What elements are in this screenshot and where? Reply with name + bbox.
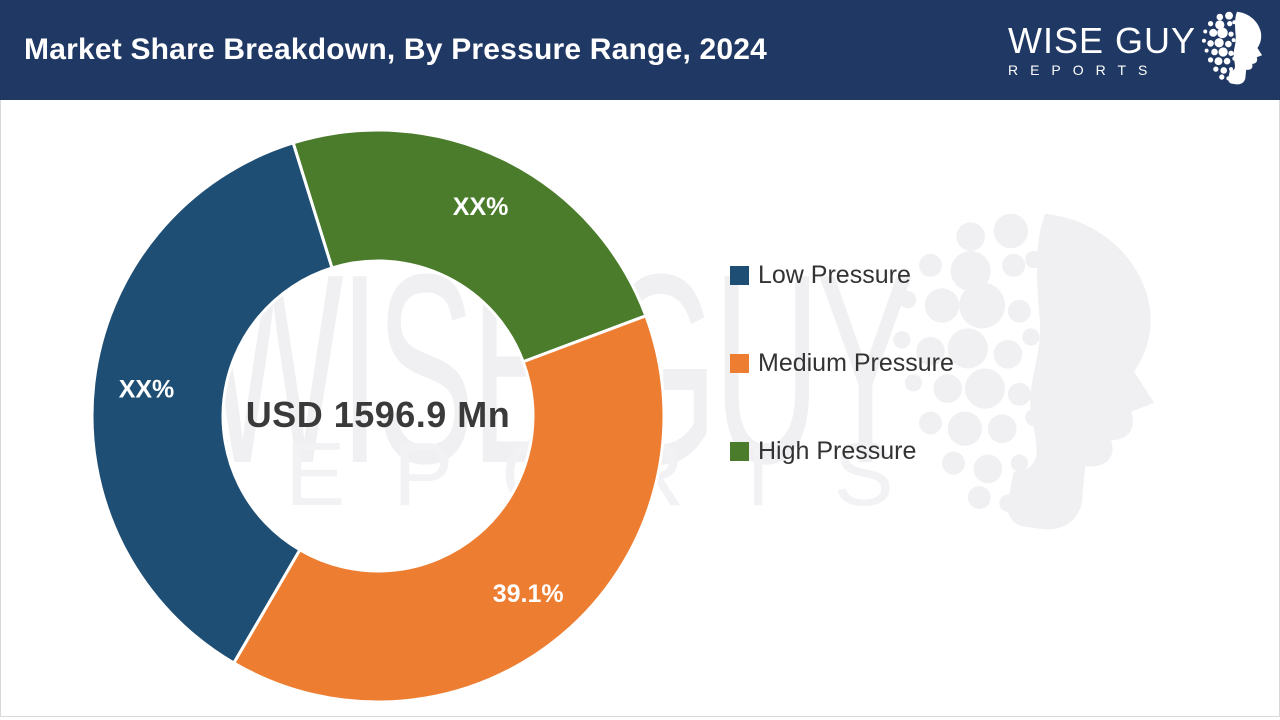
legend-marker-medium-pressure — [730, 353, 749, 373]
legend-label: High Pressure — [758, 436, 917, 465]
legend-marker-low-pressure — [730, 265, 749, 285]
legend-label: Medium Pressure — [758, 348, 954, 377]
legend: Low Pressure Medium Pressure High Pressu… — [730, 255, 954, 471]
pie-slice-high-pressure — [291, 128, 648, 364]
slice-label-low-pressure: XX% — [119, 376, 175, 404]
pie-slice-medium-pressure — [232, 314, 666, 704]
legend-label: Low Pressure — [758, 260, 911, 289]
legend-item-medium-pressure: Medium Pressure — [730, 343, 954, 383]
wise-guy-reports-logo: WISE GUY REPORTS — [1008, 7, 1266, 93]
legend-item-low-pressure: Low Pressure — [730, 255, 954, 295]
slice-label-high-pressure: XX% — [453, 193, 509, 221]
donut-center-value: USD 1596.9 Mn — [245, 394, 511, 435]
slice-label-medium-pressure: 39.1% — [493, 580, 564, 608]
legend-marker-high-pressure — [730, 441, 749, 461]
header-bar: Market Share Breakdown, By Pressure Rang… — [0, 0, 1280, 100]
chart-title: Market Share Breakdown, By Pressure Rang… — [24, 33, 768, 66]
logo-subtitle: REPORTS — [1007, 62, 1160, 78]
pie-slice-low-pressure — [90, 141, 334, 665]
logo-wordmark: WISE GUY — [1007, 20, 1196, 61]
logo-face-icon — [1200, 7, 1266, 93]
legend-item-high-pressure: High Pressure — [730, 431, 954, 471]
